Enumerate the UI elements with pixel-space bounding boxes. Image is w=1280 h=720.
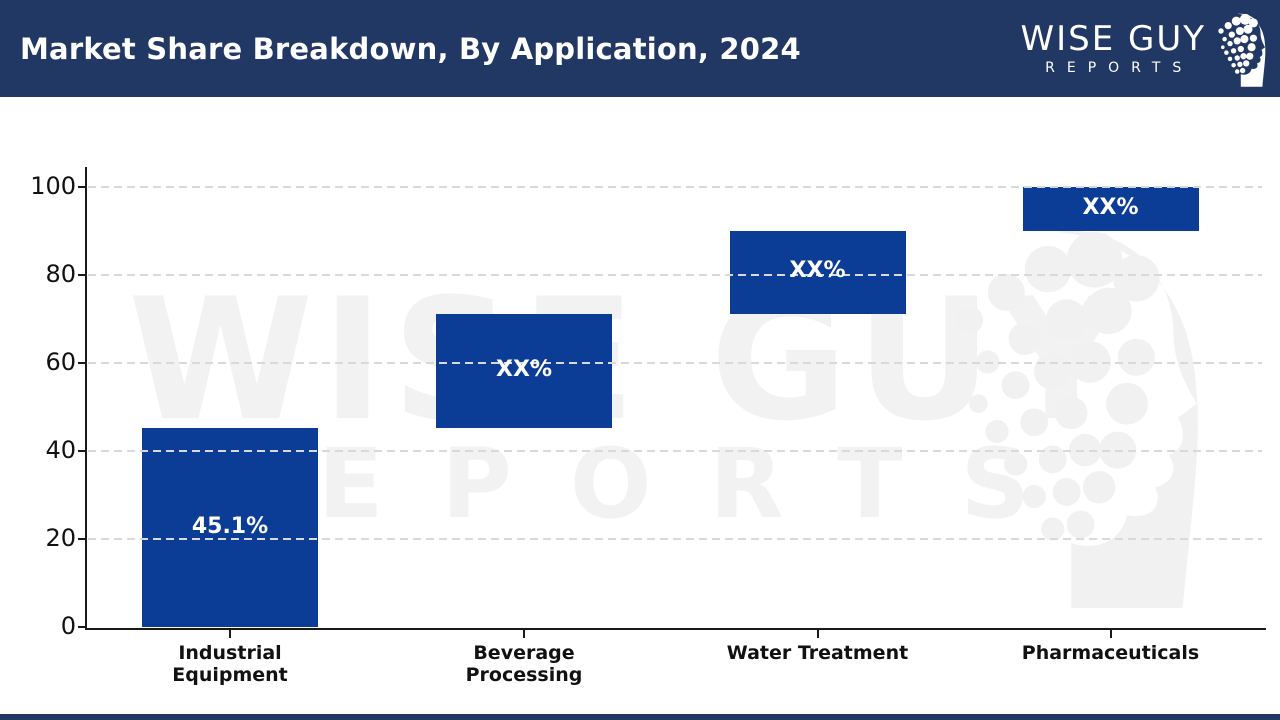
x-category-label: Beverage Processing xyxy=(394,642,654,686)
x-tick-mark xyxy=(229,630,231,638)
bar-value-label: 45.1% xyxy=(191,513,269,539)
wise-guy-reports-logo: WISE GUY REPORTS xyxy=(1020,8,1266,90)
y-tick-mark xyxy=(78,449,86,452)
y-tick-mark xyxy=(78,361,86,364)
bar-value-label: XX% xyxy=(1082,194,1139,220)
footer-strip xyxy=(0,714,1280,720)
logo-subtitle: REPORTS xyxy=(1045,59,1194,76)
gridline xyxy=(88,185,1262,188)
header-bar: Market Share Breakdown, By Application, … xyxy=(0,0,1280,97)
y-tick-mark xyxy=(78,273,86,276)
gridline xyxy=(88,273,1262,276)
watermark-text-line2: REPORTS xyxy=(186,428,1088,540)
x-category-label: Industrial Equipment xyxy=(100,642,360,686)
x-category-label: Pharmaceuticals xyxy=(981,642,1241,664)
x-category-label-line: Processing xyxy=(465,664,583,686)
x-category-label-line: Water Treatment xyxy=(726,642,909,664)
page-title: Market Share Breakdown, By Application, … xyxy=(20,31,801,66)
y-tick-mark xyxy=(78,626,86,628)
dotted-head-profile-watermark xyxy=(955,230,1198,608)
x-category-label-line: Beverage xyxy=(473,642,575,664)
x-tick-mark xyxy=(816,630,819,638)
y-tick-label: 100 xyxy=(30,171,76,200)
bar-value-label: XX% xyxy=(789,258,846,284)
y-tick-label: 20 xyxy=(45,523,76,552)
logo-name: WISE GUY xyxy=(1020,18,1206,59)
dotted-head-profile-icon xyxy=(1218,13,1266,87)
y-axis-spine xyxy=(85,167,87,629)
gridline xyxy=(88,537,1262,540)
watermark-text-line1: WISE GUY xyxy=(128,262,1131,458)
bar-segment xyxy=(436,314,612,429)
x-tick-mark xyxy=(523,630,525,638)
bar-segment xyxy=(729,230,906,315)
bar-value-label: XX% xyxy=(496,357,552,383)
bar-segment xyxy=(142,428,318,627)
gridline xyxy=(88,361,1262,364)
x-category-label-line: Pharmaceuticals xyxy=(1021,642,1200,664)
y-tick-label: 40 xyxy=(45,435,76,464)
x-category-label-line: Industrial xyxy=(178,642,282,664)
x-category-label: Water Treatment xyxy=(688,642,948,664)
x-axis-spine xyxy=(85,628,1266,630)
y-tick-label: 80 xyxy=(45,259,76,288)
bar-segment xyxy=(1022,186,1199,231)
y-tick-label: 0 xyxy=(60,612,76,640)
x-category-label-line: Equipment xyxy=(172,664,288,686)
x-tick-mark xyxy=(1109,630,1112,638)
y-tick-mark xyxy=(78,185,86,188)
y-tick-label: 60 xyxy=(45,347,76,376)
y-tick-mark xyxy=(78,537,86,540)
gridline xyxy=(88,449,1262,452)
logo-text: WISE GUY REPORTS xyxy=(1020,21,1206,77)
